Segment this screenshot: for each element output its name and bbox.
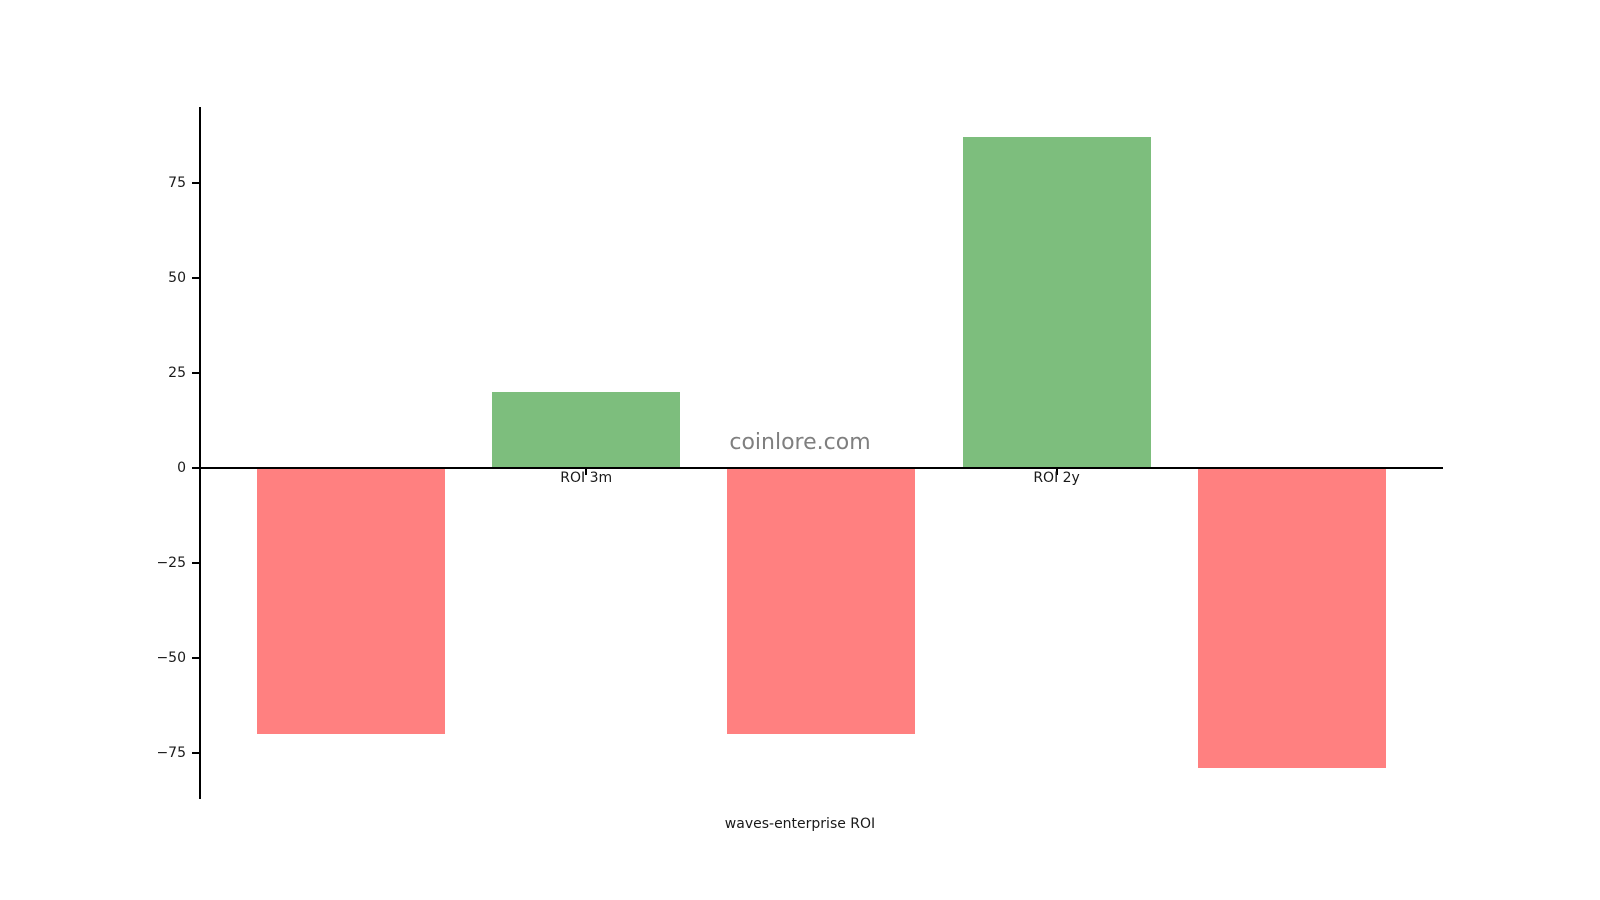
bar-1-negative [257,468,445,734]
bar-4-positive [962,137,1151,468]
y-tick-label: −50 [156,650,186,666]
y-axis-spine [199,107,201,799]
y-tick-mark [192,277,200,279]
x-axis-spine [200,467,1443,469]
y-tick-label: −75 [156,745,186,761]
y-tick-mark [192,562,200,564]
x-tick-label: ROI 3m [560,470,613,486]
bar-2-positive [492,392,681,468]
y-tick-label: 25 [168,365,186,381]
x-tick-mark [585,468,588,475]
y-tick-mark [192,752,200,754]
chart-title: waves-enterprise ROI [724,816,876,832]
x-tick-mark [1055,468,1058,475]
y-tick-label: 0 [177,460,186,476]
y-tick-label: 75 [168,175,186,191]
watermark-text: coinlore.com [729,430,871,455]
x-tick-label: ROI 2y [1033,470,1080,486]
y-tick-mark [192,657,200,659]
y-tick-mark [192,182,200,184]
bar-3-negative [727,468,916,734]
y-tick-label: 50 [168,270,186,286]
bar-5-negative [1197,468,1386,769]
y-tick-mark [192,372,200,374]
y-tick-mark [192,467,200,469]
y-tick-label: −25 [156,555,186,571]
